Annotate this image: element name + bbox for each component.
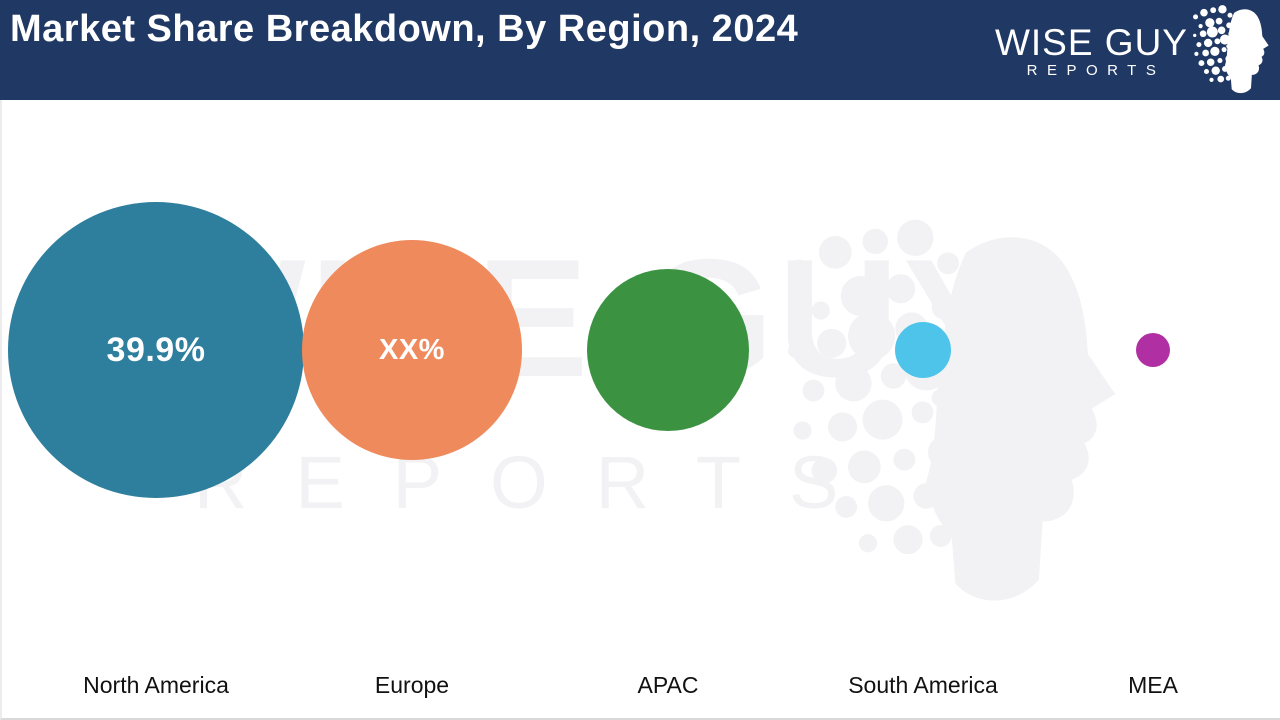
watermark-face-shape (926, 237, 1116, 601)
brand-logo-text: WISE GUY REPORTS (995, 24, 1188, 80)
bubble-europe: XX% (302, 240, 522, 460)
category-label-north-america: North America (83, 672, 229, 698)
category-label-apac: APAC (637, 672, 699, 698)
bubble-north-america: 39.9% (8, 202, 304, 498)
page-title: Market Share Breakdown, By Region, 2024 (10, 8, 799, 50)
bubble-value-label-north-america: 39.9% (106, 330, 206, 369)
brand-logo-line1: WISE GUY (994, 22, 1188, 63)
watermark-head-icon (788, 219, 1116, 601)
bubble-layer: 39.9% XX% (2, 100, 1280, 718)
bubble-value-label-europe: XX% (379, 333, 445, 366)
chart-area: WISE GUY REPORTS 39.9% XX% North America E… (0, 100, 1280, 720)
category-label-south-america: South America (848, 672, 998, 698)
watermark-text-line2: REPORTS (194, 441, 887, 524)
bubble-apac (587, 269, 749, 431)
brand-logo-line2: REPORTS (1026, 62, 1166, 79)
bubble-south-america (895, 322, 951, 378)
category-label-europe: Europe (374, 672, 450, 698)
brand-head-icon (1193, 4, 1269, 93)
brand-logo: WISE GUY REPORTS (995, 2, 1272, 98)
bubble-mea (1136, 333, 1170, 367)
header-bar: Market Share Breakdown, By Region, 2024 … (0, 0, 1280, 100)
head-face-shape (1224, 8, 1269, 93)
category-label-mea: MEA (1128, 672, 1178, 698)
